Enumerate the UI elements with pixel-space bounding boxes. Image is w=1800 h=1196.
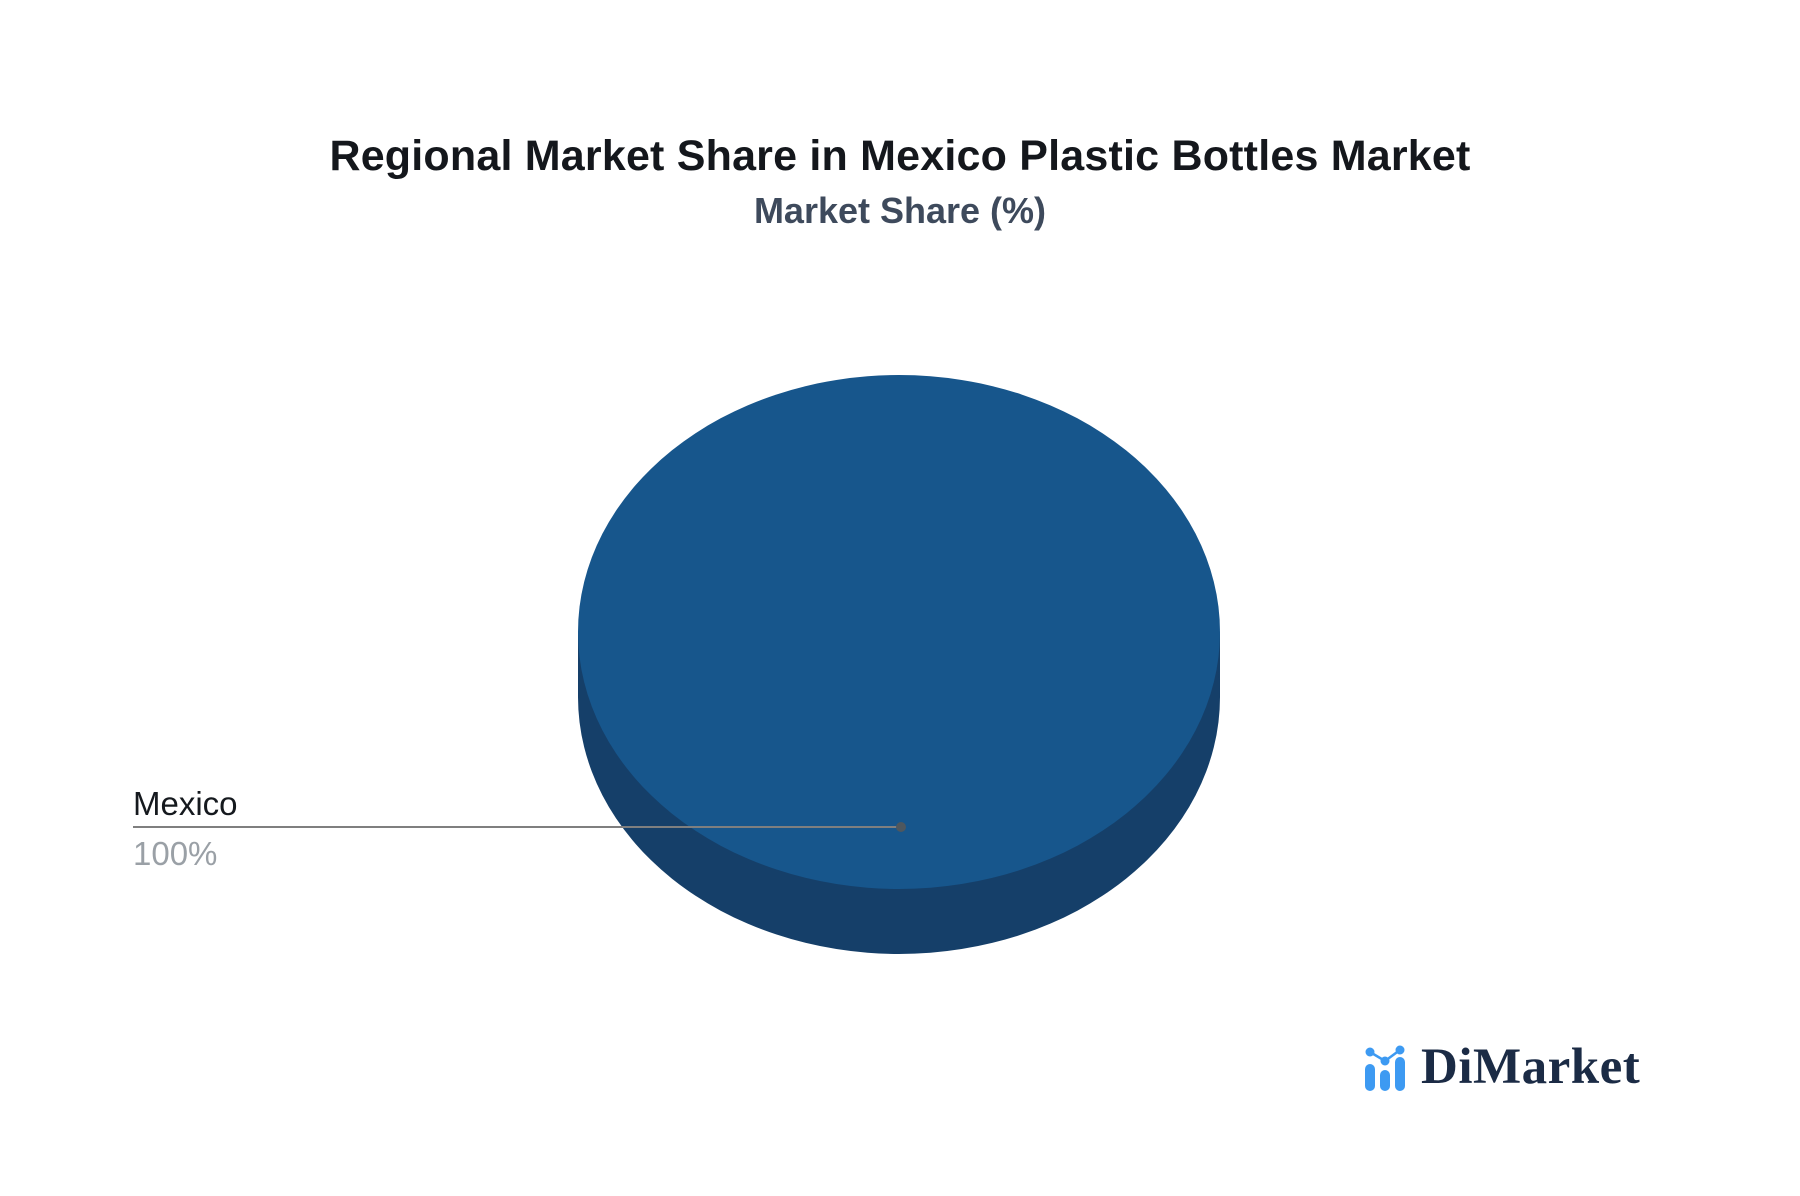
datalabel-connector-dot [896, 822, 906, 832]
pie-slice-mexico[interactable] [578, 375, 1220, 889]
datalabel-value-mexico: 100% [133, 835, 218, 872]
dimarket-logo-text: DiMarket [1421, 1039, 1641, 1095]
dimarket-logo-icon [1365, 1045, 1405, 1091]
datalabel-name-mexico: Mexico [133, 785, 238, 822]
logo-bar-1 [1365, 1063, 1375, 1091]
logo-dot-2 [1380, 1056, 1390, 1066]
chart-subtitle: Market Share (%) [753, 190, 1047, 231]
logo-bar-3 [1395, 1056, 1405, 1091]
chart-title: Regional Market Share in Mexico Plastic … [329, 132, 1471, 180]
logo-dot-3 [1395, 1045, 1405, 1055]
logo-bar-2 [1380, 1069, 1390, 1091]
logo-dot-1 [1365, 1047, 1375, 1057]
dimarket-logo: DiMarket [1362, 1039, 1641, 1095]
